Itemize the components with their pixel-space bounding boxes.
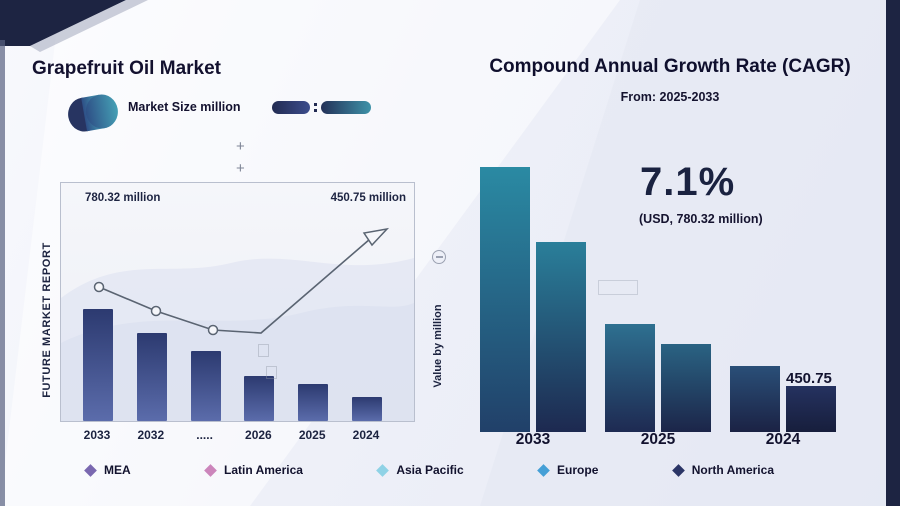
rectangle-outline-icon: [598, 280, 638, 295]
right-axis-label-1: 2025: [640, 431, 676, 448]
square-outline-icon: [266, 366, 277, 379]
cagr-bar-2-1: [786, 386, 836, 432]
region-legend: MEA Latin America Asia Pacific Europe No…: [84, 463, 774, 477]
cagr-title: Compound Annual Growth Rate (CAGR): [489, 56, 851, 77]
legend-item-europe: Europe: [537, 463, 599, 477]
value-axis-label: Value by million: [432, 304, 444, 388]
left-axis-label-5: 2024: [352, 428, 380, 442]
pill-teal: [321, 101, 371, 114]
cagr-bar-1-0: [605, 324, 655, 432]
latin-america-diamond-icon: [204, 463, 217, 477]
north-america-diamond-icon: [671, 463, 685, 477]
legend-label: MEA: [104, 463, 131, 477]
right-axis-label-2: 2024: [765, 431, 801, 448]
left-axis-label-3: 2026: [245, 428, 272, 442]
right-edge-bar: [886, 0, 900, 506]
cagr-value: 7.1%: [640, 160, 736, 204]
market-size-bar-5: [352, 397, 382, 421]
market-size-bars: [61, 183, 414, 421]
pill-separator: [314, 103, 317, 112]
future-market-report-label: FUTURE MARKET REPORT: [41, 242, 53, 398]
left-axis-label-4: 2025: [298, 428, 326, 442]
market-size-label: Market Size million: [128, 100, 241, 114]
circle-minus-icon: [432, 250, 446, 264]
corner-accent-highlight: [30, 0, 148, 52]
market-size-bar-0: [83, 309, 113, 421]
start-value-label: 780.32 million: [85, 192, 161, 204]
trend-arrow: [93, 227, 390, 336]
cagr-range: From: 2025-2033: [620, 90, 720, 104]
market-size-bar-2: [190, 351, 221, 421]
legend-label: Asia Pacific: [396, 463, 464, 477]
corner-accent-shape: [0, 0, 126, 46]
mea-diamond-icon: [84, 463, 97, 477]
market-size-bar-1: [136, 333, 167, 421]
pill-dark: [272, 101, 310, 114]
cagr-bar-2-0: [730, 366, 780, 432]
market-size-x-axis: 2033 2032..... 2026 2025 2024: [60, 428, 415, 444]
scale-pills: [272, 101, 371, 114]
asia-pacific-diamond-icon: [376, 463, 390, 477]
page-title: Grapefruit Oil Market: [32, 58, 221, 79]
square-outline-icon: [258, 344, 269, 357]
cagr-chart: [480, 167, 836, 432]
right-axis-label-0: 2033: [515, 431, 551, 448]
legend-label: Europe: [557, 463, 599, 477]
legend-item-north-america: North America: [671, 463, 774, 477]
europe-diamond-icon: [537, 463, 550, 477]
legend-item-asia-pacific: Asia Pacific: [376, 463, 464, 477]
left-axis-label-2: .....: [196, 428, 213, 442]
legend-label: Latin America: [224, 463, 303, 477]
plus-icon: +: [236, 138, 245, 155]
cagr-note: (USD, 780.32 million): [639, 212, 763, 226]
end-value-label: 450.75 million: [330, 192, 406, 204]
legend-item-mea: MEA: [84, 463, 131, 477]
left-axis-label-1: 2032: [137, 428, 165, 442]
cagr-x-axis: 2033 2025 2024: [480, 431, 836, 451]
cagr-bar-1-1: [661, 344, 711, 432]
left-axis-label-0: 2033: [83, 428, 111, 442]
legend-label: North America: [691, 463, 774, 477]
arrow-head: [362, 227, 390, 247]
cagr-bar-0-1: [536, 242, 586, 432]
market-size-bar-3: [244, 376, 275, 421]
value-annotation: 450.75: [786, 370, 832, 387]
market-size-chart: 780.32 million 450.75 million: [60, 182, 415, 422]
market-size-bar-4: [298, 384, 329, 421]
legend-item-latin-america: Latin America: [204, 463, 303, 477]
plus-icon: +: [236, 160, 245, 177]
left-edge-stripe: [0, 40, 5, 506]
cagr-bar-0-0: [480, 167, 530, 432]
market-size-icon: [68, 94, 118, 132]
